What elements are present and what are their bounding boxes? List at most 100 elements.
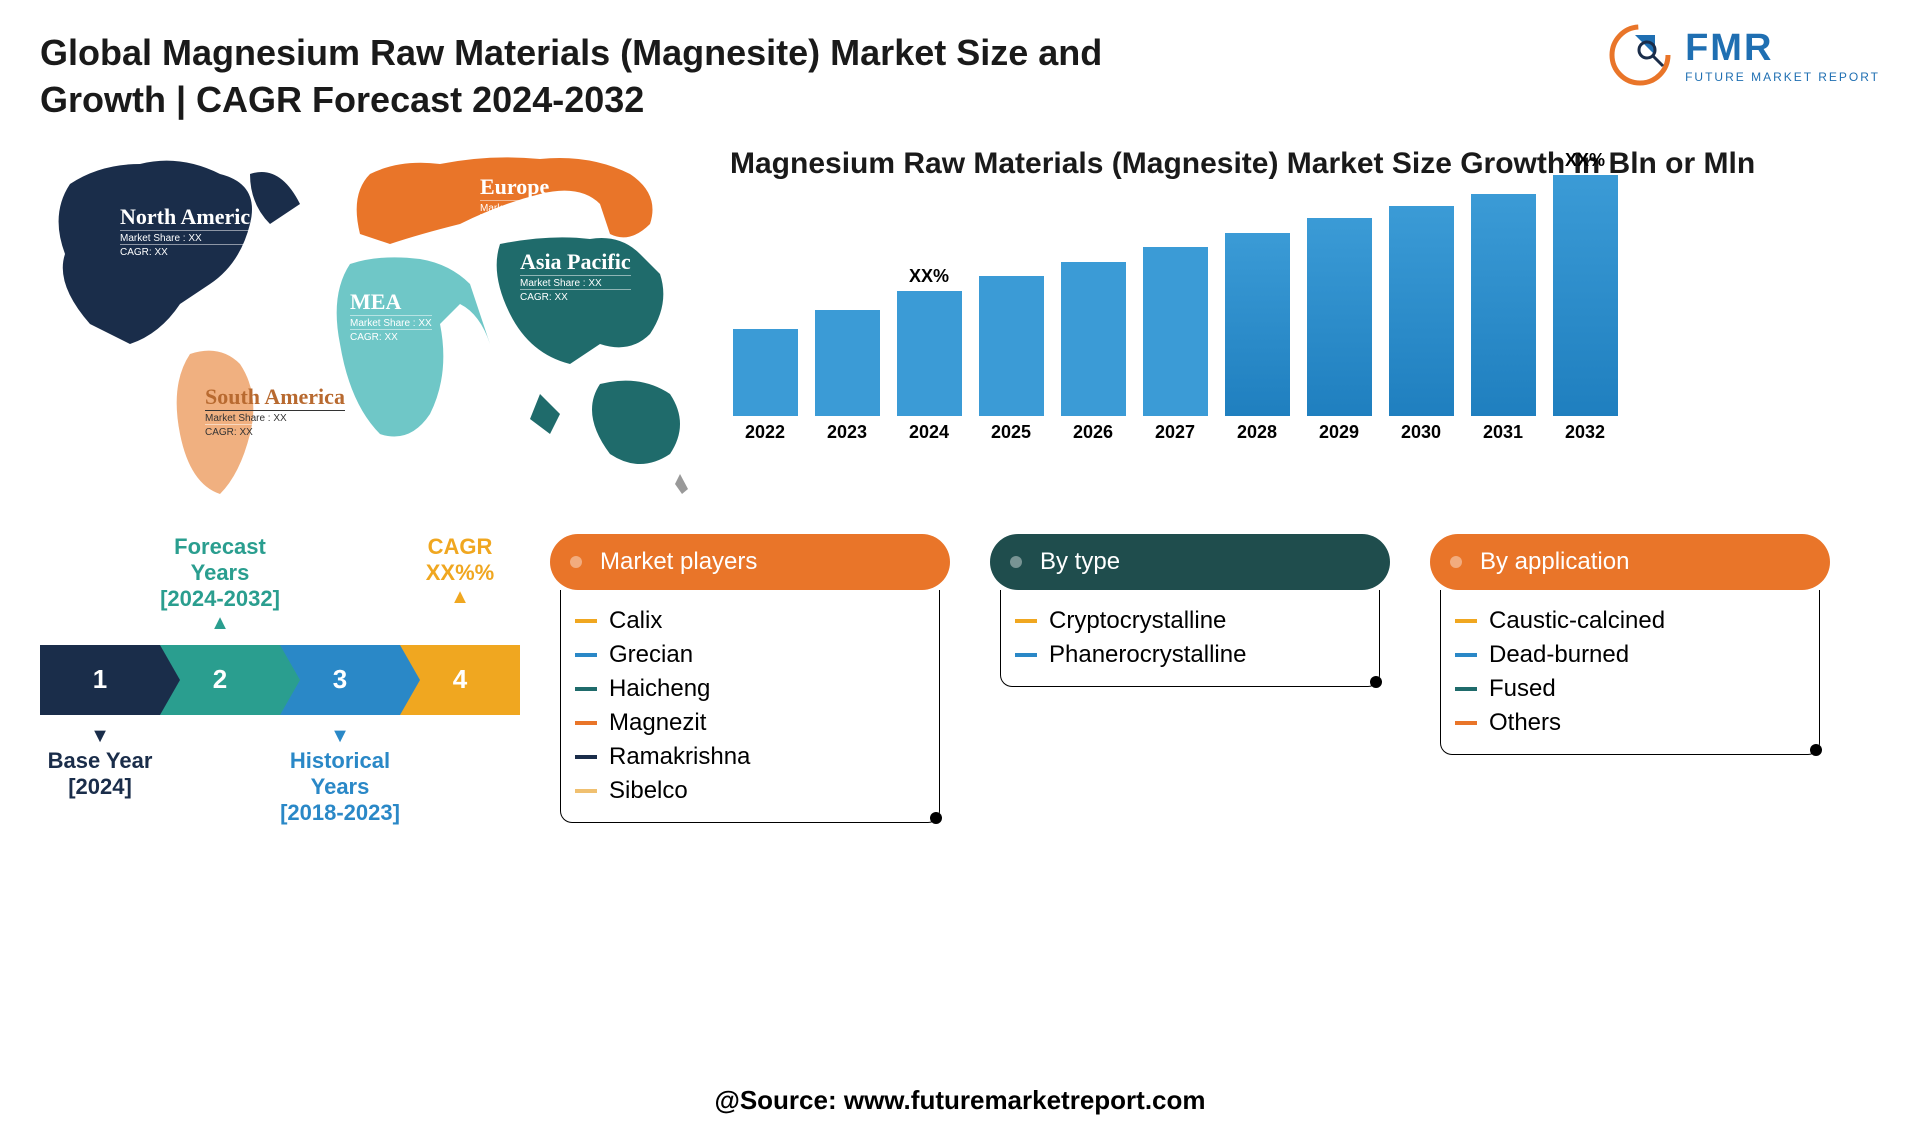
section-list: Caustic-calcined Dead-burned Fused Others (1440, 590, 1820, 755)
list-item: Grecian (575, 638, 919, 672)
page-title: Global Magnesium Raw Materials (Magnesit… (40, 30, 1140, 124)
tick-icon (575, 755, 597, 759)
bar-2025: 2025 (976, 276, 1046, 442)
tick-icon (1455, 653, 1477, 657)
list-item-text: Magnezit (609, 709, 706, 737)
tick-icon (1455, 619, 1477, 623)
region-mea: MEA Market Share : XX CAGR: XX (350, 289, 432, 343)
bar-rect (1061, 262, 1126, 416)
bar-rect (979, 276, 1044, 415)
list-item: Fused (1455, 672, 1799, 706)
timeline-label-top: Forecast Years[2024-2032] (160, 534, 280, 612)
pill-dot-icon (1450, 556, 1462, 568)
region-ap: Asia Pacific Market Share : XX CAGR: XX (520, 249, 631, 303)
region-eu: Europe Market Share : XX CAGR: XX (480, 174, 562, 228)
list-item-text: Grecian (609, 641, 693, 669)
tick-icon (1015, 619, 1037, 623)
logo-sub-text: FUTURE MARKET REPORT (1685, 70, 1880, 84)
tick-icon (1455, 687, 1477, 691)
bar-chart-title: Magnesium Raw Materials (Magnesite) Mark… (730, 144, 1880, 183)
list-item: Sibelco (575, 774, 919, 808)
section-title: Market players (600, 548, 757, 576)
list-item-text: Sibelco (609, 777, 688, 805)
tick-icon (575, 687, 597, 691)
list-item: Caustic-calcined (1455, 604, 1799, 638)
bar-rect (815, 310, 880, 416)
list-item-text: Fused (1489, 675, 1556, 703)
section-1: By type CryptocrystallinePhanerocrystalli… (990, 534, 1390, 826)
bar-label: 2032 (1565, 422, 1605, 443)
bar-2022: 2022 (730, 329, 800, 443)
logo: FMR FUTURE MARKET REPORT (1605, 20, 1880, 90)
section-pill: Market players (550, 534, 950, 590)
bar-label: 2028 (1237, 422, 1277, 443)
section-0: Market players Calix Grecian Haicheng Magnez… (550, 534, 950, 826)
tick-icon (1455, 721, 1477, 725)
section-pill: By application (1430, 534, 1830, 590)
bar-rect (1307, 218, 1372, 415)
bar-2024: XX%2024 (894, 291, 964, 443)
world-map: North America Market Share : XX CAGR: XX… (40, 144, 690, 504)
section-title: By application (1480, 548, 1629, 576)
bar-rect (897, 291, 962, 416)
region-na: North America Market Share : XX CAGR: XX (120, 204, 261, 258)
list-item: Others (1455, 706, 1799, 740)
bar-rect (1143, 247, 1208, 415)
list-item-text: Calix (609, 607, 662, 635)
bar-rect (733, 329, 798, 416)
arrow-down-icon: ▼ (40, 725, 160, 748)
bar-label: 2025 (991, 422, 1031, 443)
bar-label: 2029 (1319, 422, 1359, 443)
bar-2028: 2028 (1222, 233, 1292, 443)
timeline-label-bottom: Historical Years[2018-2023] (280, 748, 400, 826)
list-item-text: Dead-burned (1489, 641, 1629, 669)
list-item-text: Others (1489, 709, 1561, 737)
bar-rect (1553, 175, 1618, 415)
list-item: Magnezit (575, 706, 919, 740)
arrow-up-icon: ▲ (160, 612, 280, 635)
timeline: Forecast Years[2024-2032]▲CAGRXX%%▲ 1234… (40, 534, 520, 826)
timeline-label-top: CAGRXX%% (400, 534, 520, 586)
region-sa: South America Market Share : XX CAGR: XX (205, 384, 345, 438)
list-item-text: Cryptocrystalline (1049, 607, 1226, 635)
list-item: Haicheng (575, 672, 919, 706)
list-item: Calix (575, 604, 919, 638)
bar-label: 2030 (1401, 422, 1441, 443)
bar-label: 2027 (1155, 422, 1195, 443)
tick-icon (575, 721, 597, 725)
section-title: By type (1040, 548, 1120, 576)
bar-2026: 2026 (1058, 262, 1128, 443)
tick-icon (1015, 653, 1037, 657)
bar-2029: 2029 (1304, 218, 1374, 442)
bar-rect (1389, 206, 1454, 416)
bar-chart: Magnesium Raw Materials (Magnesite) Mark… (690, 144, 1880, 504)
bar-2032: XX%2032 (1550, 175, 1620, 442)
bar-annotation: XX% (1565, 150, 1605, 171)
bar-annotation: XX% (909, 266, 949, 287)
bar-rect (1225, 233, 1290, 416)
bar-2027: 2027 (1140, 247, 1210, 442)
section-list: CryptocrystallinePhanerocrystalline (1000, 590, 1380, 687)
list-item: Cryptocrystalline (1015, 604, 1359, 638)
bar-label: 2024 (909, 422, 949, 443)
bar-rect (1471, 194, 1536, 415)
list-item: Ramakrishna (575, 740, 919, 774)
tick-icon (575, 653, 597, 657)
logo-icon (1605, 20, 1675, 90)
source-text: @Source: www.futuremarketreport.com (714, 1085, 1205, 1116)
bar-label: 2031 (1483, 422, 1523, 443)
tick-icon (575, 789, 597, 793)
section-list: Calix Grecian Haicheng Magnezit Ramakrishna S… (560, 590, 940, 823)
timeline-label-bottom: Base Year[2024] (40, 748, 160, 800)
bar-label: 2022 (745, 422, 785, 443)
pill-dot-icon (1010, 556, 1022, 568)
bar-2031: 2031 (1468, 194, 1538, 442)
logo-main-text: FMR (1685, 27, 1880, 70)
arrow-down-icon: ▼ (280, 725, 400, 748)
section-pill: By type (990, 534, 1390, 590)
arrow-up-icon: ▲ (400, 586, 520, 609)
list-item: Dead-burned (1455, 638, 1799, 672)
list-item-text: Ramakrishna (609, 743, 750, 771)
tick-icon (575, 619, 597, 623)
list-item-text: Caustic-calcined (1489, 607, 1665, 635)
